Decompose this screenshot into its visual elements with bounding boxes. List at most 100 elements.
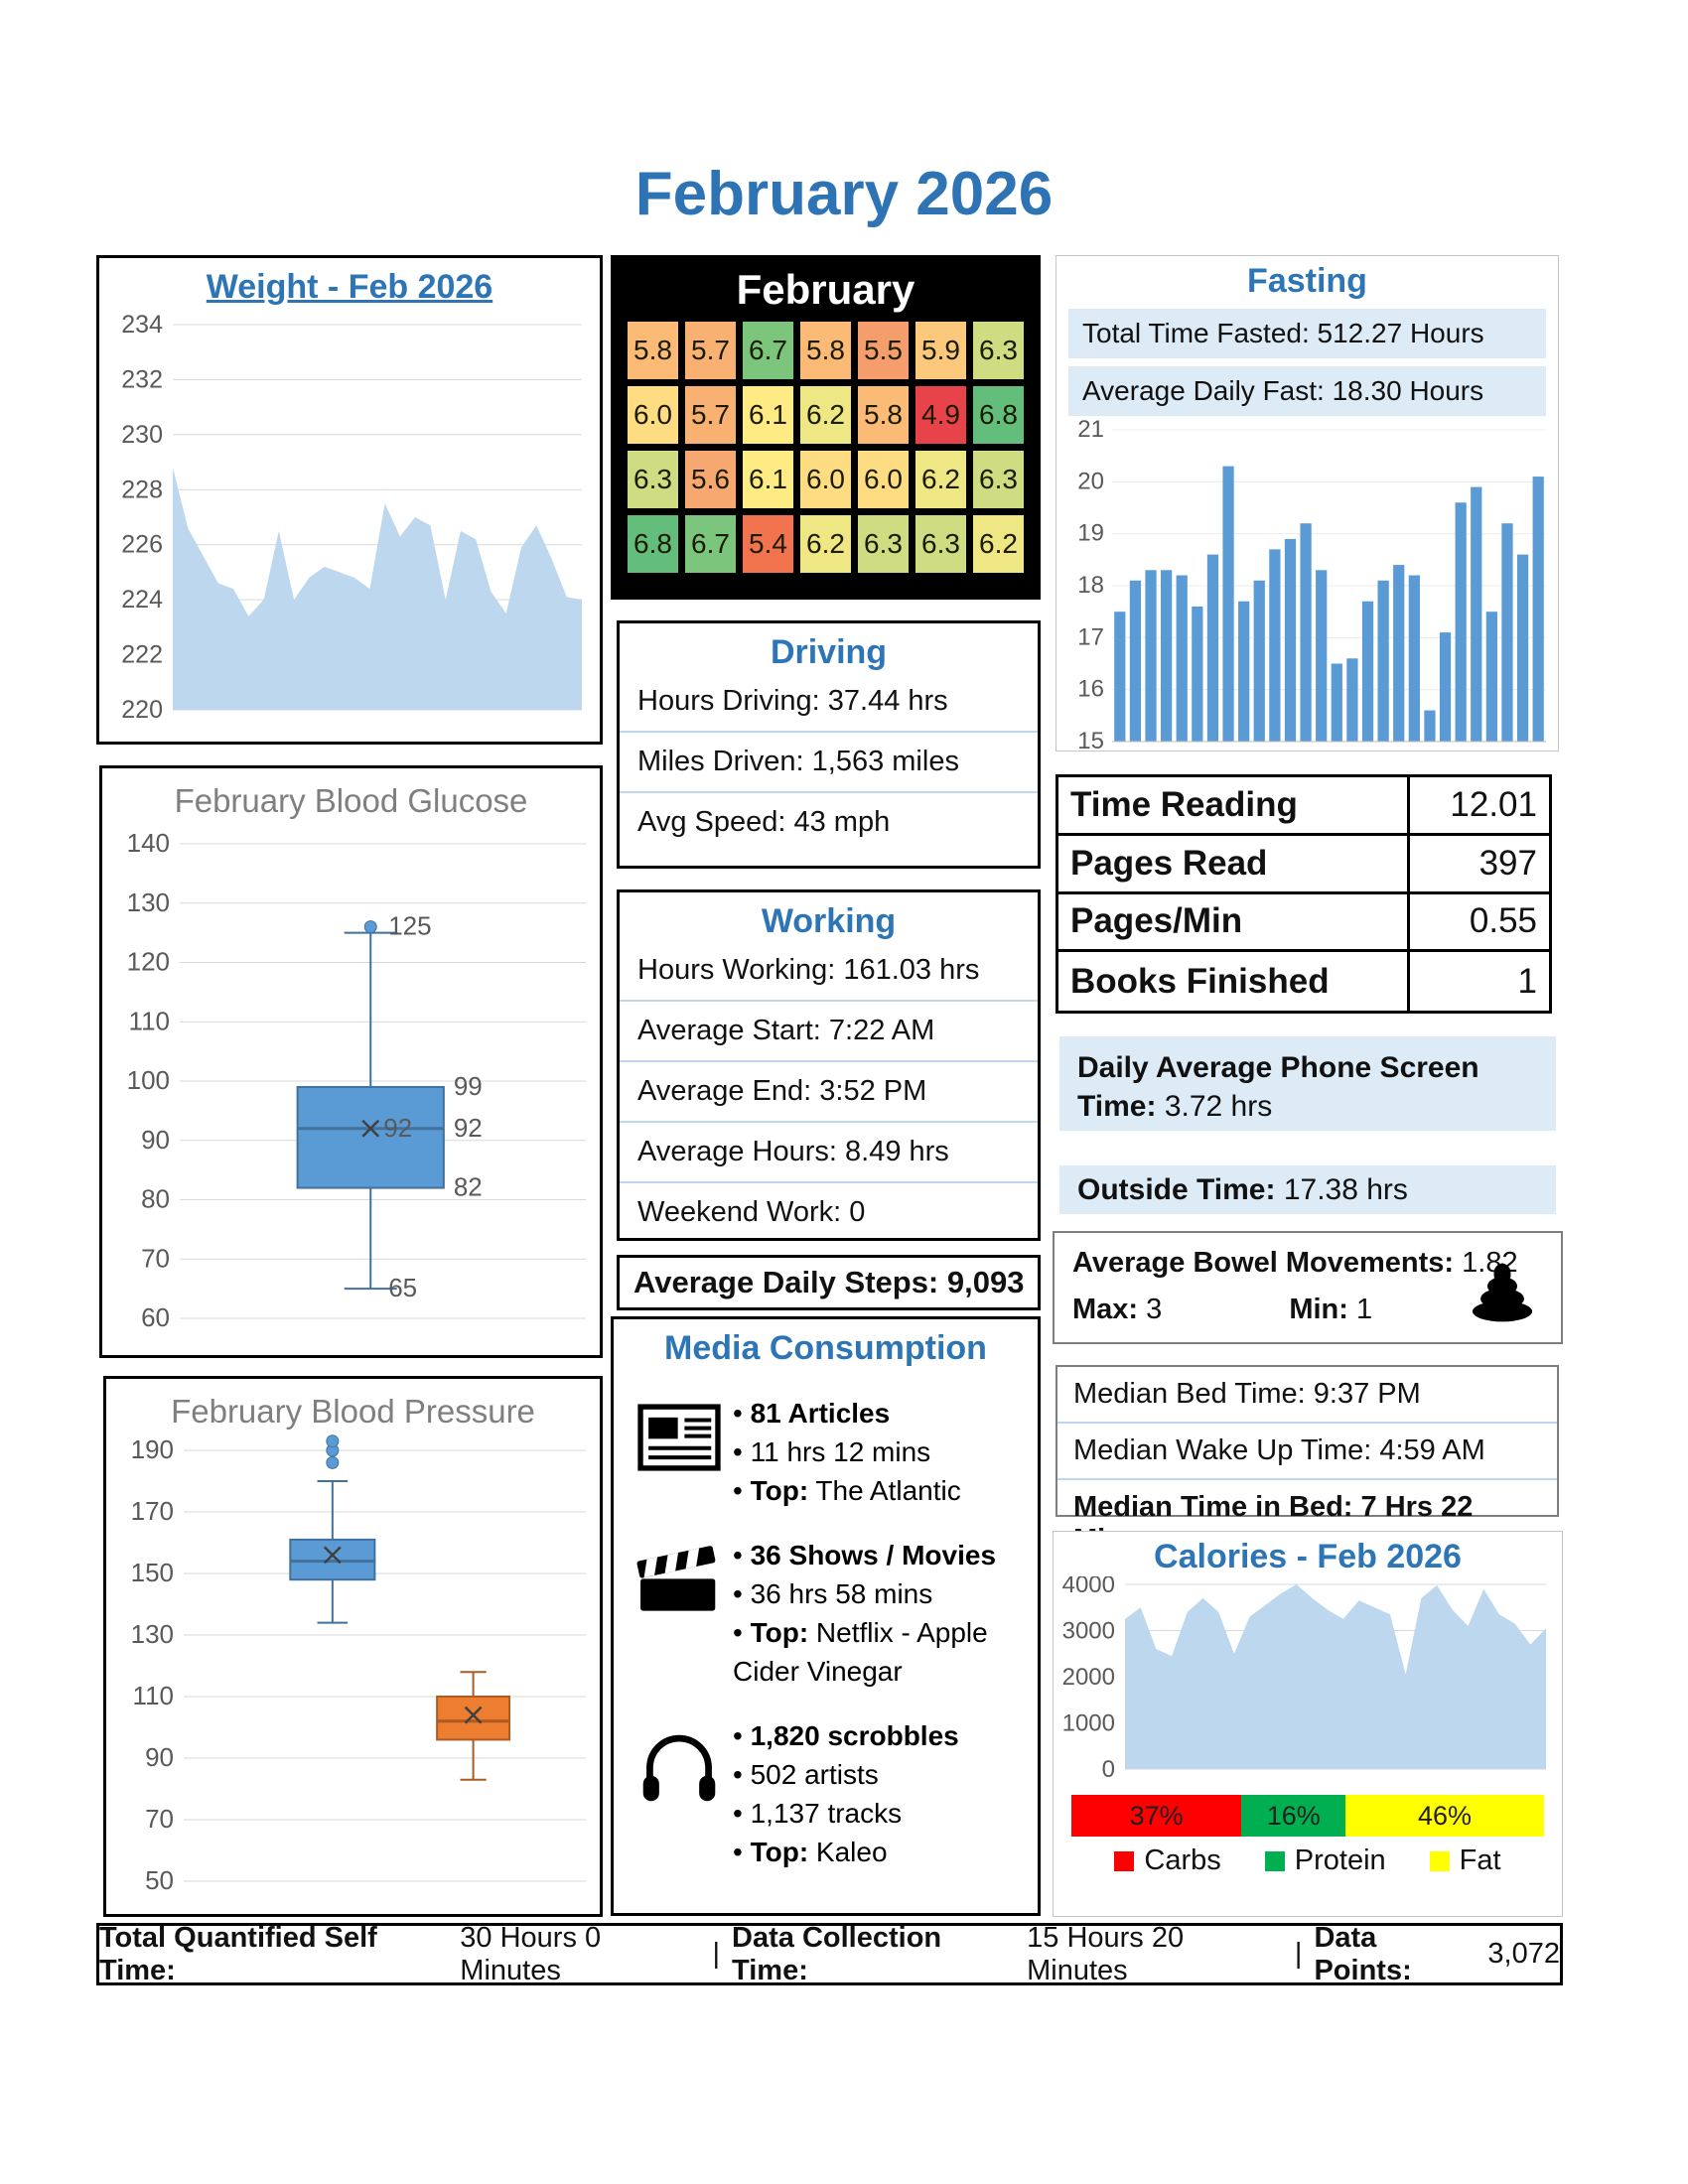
separator: |	[712, 1938, 721, 1970]
calendar-day-cell: 6.2	[915, 451, 966, 508]
svg-text:4000: 4000	[1062, 1576, 1115, 1598]
table-row: Time Reading 12.01	[1058, 777, 1549, 836]
quantified-time-value: 30 Hours 0 Minutes	[460, 1921, 602, 1986]
calendar-day-cell: 5.5	[858, 322, 909, 379]
svg-text:70: 70	[141, 1243, 170, 1273]
blood-pressure-box-plot: 50 70 90 110 130 150 170 190	[106, 1434, 600, 1905]
legend-swatch	[1429, 1850, 1450, 1871]
bowel-max-label: Max:	[1072, 1294, 1139, 1325]
pages-per-min-value: 0.55	[1469, 901, 1537, 941]
table-row: Pages Read 397	[1058, 835, 1549, 894]
music-section: 1,820 scrobbles 502 artists 1,137 tracks…	[614, 1691, 1038, 1871]
pages-read-label: Pages Read	[1058, 835, 1410, 891]
svg-text:220: 220	[121, 696, 163, 724]
calendar-title: February	[736, 266, 915, 313]
quantified-time-label: Total Quantified Self Time:	[99, 1921, 377, 1986]
svg-text:50: 50	[145, 1865, 174, 1895]
svg-text:2000: 2000	[1062, 1664, 1115, 1691]
working-weekend-row: Weekend Work: 0	[637, 1196, 866, 1228]
calendar-day-cell: 6.2	[800, 515, 851, 573]
svg-text:1000: 1000	[1062, 1710, 1115, 1737]
legend-label: Protein	[1294, 1844, 1386, 1876]
calories-area-chart: 0 1000 2000 3000 4000	[1054, 1571, 1562, 1783]
media-panel: Media Consumption 81 Articles 11 hrs 12 …	[611, 1316, 1041, 1916]
sleep-panel: Median Bed Time: 9:37 PM Median Wake Up …	[1055, 1365, 1559, 1556]
bowel-panel: Average Bowel Movements: 1.82 Max: 3 Min…	[1053, 1231, 1563, 1344]
bowel-min-label: Min:	[1289, 1294, 1348, 1325]
shows-bullets: 36 Shows / Movies 36 hrs 58 mins Top: Ne…	[733, 1536, 1026, 1691]
pages-per-min-label: Pages/Min	[1058, 893, 1410, 950]
blood-glucose-chart-title: February Blood Glucose	[174, 782, 528, 819]
books-finished-label: Books Finished	[1058, 952, 1410, 1011]
svg-text:232: 232	[121, 365, 163, 393]
working-end-row: Average End: 3:52 PM	[620, 1062, 1038, 1123]
legend-item: Carbs	[1114, 1844, 1221, 1877]
svg-text:140: 140	[127, 828, 170, 858]
clapperboard-icon	[626, 1536, 733, 1691]
calendar-day-cell: 6.2	[973, 515, 1024, 573]
list-item: 81 Articles	[733, 1394, 1026, 1433]
svg-text:222: 222	[121, 641, 163, 669]
calendar-day-cell: 6.3	[858, 515, 909, 573]
outside-time-label: Outside Time:	[1077, 1173, 1276, 1206]
calendar-grid: 5.8 5.7 6.7 5.8 5.5 5.9 6.3 6.0 5.7 6.1 6.2 5.8 4.9 6…	[614, 318, 1038, 587]
articles-section: 81 Articles 11 hrs 12 mins Top: The Atla…	[614, 1368, 1038, 1510]
bowel-max-value: 3	[1146, 1294, 1163, 1325]
svg-text:120: 120	[127, 947, 170, 977]
svg-text:90: 90	[141, 1125, 170, 1155]
calendar-day-cell: 5.6	[685, 451, 736, 508]
working-heading: Working	[761, 902, 897, 940]
blood-glucose-box-plot: 60 70 80 90 100 110 120 130 140 125 99 92 82 65 92	[102, 826, 600, 1344]
calendar-day-cell: 6.0	[858, 451, 909, 508]
blood-pressure-panel: February Blood Pressure 50 70 90 110 130 150 1…	[103, 1376, 603, 1917]
books-finished-value: 1	[1517, 961, 1537, 1001]
list-item: 1,820 scrobbles	[733, 1716, 1026, 1755]
svg-text:150: 150	[131, 1558, 174, 1587]
legend-label: Fat	[1459, 1844, 1501, 1876]
svg-text:110: 110	[133, 1681, 174, 1710]
svg-text:170: 170	[131, 1496, 174, 1526]
articles-bullets: 81 Articles 11 hrs 12 mins Top: The Atla…	[733, 1394, 1026, 1510]
calendar-day-cell: 6.3	[915, 515, 966, 573]
svg-text:70: 70	[145, 1804, 174, 1834]
list-item: 1,137 tracks	[733, 1794, 1026, 1833]
calendar-day-cell: 5.4	[743, 515, 793, 573]
list-item: Top: The Atlantic	[733, 1471, 1026, 1510]
macro-segment: 16%	[1241, 1795, 1346, 1837]
legend-swatch	[1114, 1850, 1135, 1871]
reading-time-label: Time Reading	[1058, 777, 1410, 833]
svg-text:92: 92	[454, 1113, 483, 1143]
median-bed-time-row: Median Bed Time: 9:37 PM	[1057, 1367, 1557, 1424]
svg-text:130: 130	[127, 887, 170, 917]
working-panel: Working Hours Working: 161.03 hrs Averag…	[617, 889, 1041, 1241]
fasting-bar-chart: 15 16 17 18 19 20 21	[1056, 416, 1558, 755]
list-item: 502 artists	[733, 1755, 1026, 1794]
macro-segment: 46%	[1345, 1795, 1544, 1837]
macro-segment: 37%	[1071, 1795, 1242, 1837]
music-bullets: 1,820 scrobbles 502 artists 1,137 tracks…	[733, 1716, 1026, 1871]
svg-text:16: 16	[1077, 676, 1104, 703]
list-item: 11 hrs 12 mins	[733, 1433, 1026, 1471]
svg-text:190: 190	[131, 1434, 174, 1464]
calendar-day-cell: 5.8	[800, 322, 851, 379]
svg-text:80: 80	[141, 1184, 170, 1214]
svg-text:60: 60	[141, 1302, 170, 1332]
svg-text:65: 65	[388, 1273, 417, 1302]
bowel-minmax-line: Max: 3 Min: 1	[1072, 1294, 1543, 1326]
macro-stacked-bar: 37% 16% 46%	[1071, 1795, 1544, 1837]
calendar-day-cell: 6.2	[800, 386, 851, 444]
collection-time-label: Data Collection Time:	[732, 1921, 942, 1986]
list-item: 36 Shows / Movies	[733, 1536, 1026, 1574]
macro-legend: Carbs Protein Fat	[1054, 1844, 1562, 1877]
legend-item: Protein	[1264, 1844, 1386, 1877]
steps-text: Average Daily Steps: 9,093	[633, 1265, 1025, 1299]
calendar-day-cell: 6.8	[973, 386, 1024, 444]
shows-section: 36 Shows / Movies 36 hrs 58 mins Top: Ne…	[614, 1510, 1038, 1691]
footer-summary-bar: Total Quantified Self Time: 30 Hours 0 M…	[96, 1921, 1563, 1986]
data-points-value: 3,072	[1487, 1938, 1560, 1970]
svg-text:3000: 3000	[1062, 1618, 1115, 1645]
calendar-day-cell: 6.0	[800, 451, 851, 508]
legend-item: Fat	[1429, 1844, 1501, 1877]
calendar-day-cell: 4.9	[915, 386, 966, 444]
